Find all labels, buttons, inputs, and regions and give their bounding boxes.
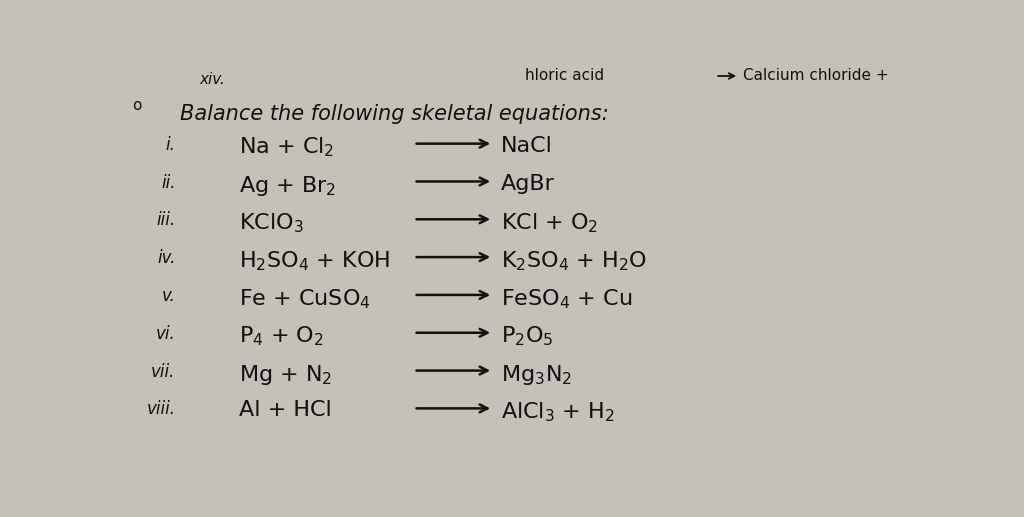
Text: AgBr: AgBr <box>501 174 555 193</box>
Text: H$_2$SO$_4$ + KOH: H$_2$SO$_4$ + KOH <box>240 249 390 273</box>
Text: viii.: viii. <box>146 401 176 418</box>
Text: P$_2$O$_5$: P$_2$O$_5$ <box>501 325 554 348</box>
Text: vii.: vii. <box>152 362 176 381</box>
Text: o: o <box>132 98 141 113</box>
Text: Ag + Br$_2$: Ag + Br$_2$ <box>240 174 336 197</box>
Text: KClO$_3$: KClO$_3$ <box>240 211 304 235</box>
Text: Fe + CuSO$_4$: Fe + CuSO$_4$ <box>240 287 371 311</box>
Text: ii.: ii. <box>161 174 176 191</box>
Text: iv.: iv. <box>158 249 176 267</box>
Text: xiv.: xiv. <box>200 72 225 87</box>
Text: P$_4$ + O$_2$: P$_4$ + O$_2$ <box>240 325 324 348</box>
Text: Calcium chloride +: Calcium chloride + <box>743 68 889 83</box>
Text: Mg$_3$N$_2$: Mg$_3$N$_2$ <box>501 362 572 387</box>
Text: AlCl$_3$ + H$_2$: AlCl$_3$ + H$_2$ <box>501 401 614 424</box>
Text: vi.: vi. <box>156 325 176 343</box>
Text: v.: v. <box>162 287 176 305</box>
Text: hloric acid: hloric acid <box>524 68 604 83</box>
Text: i.: i. <box>166 135 176 154</box>
Text: Balance the following skeletal equations:: Balance the following skeletal equations… <box>179 104 608 124</box>
Text: NaCl: NaCl <box>501 135 553 156</box>
Text: iii.: iii. <box>157 211 176 230</box>
Text: Mg + N$_2$: Mg + N$_2$ <box>240 362 333 387</box>
Text: FeSO$_4$ + Cu: FeSO$_4$ + Cu <box>501 287 632 311</box>
Text: KCl + O$_2$: KCl + O$_2$ <box>501 211 598 235</box>
Text: Na + Cl$_2$: Na + Cl$_2$ <box>240 135 335 159</box>
Text: Al + HCl: Al + HCl <box>240 401 332 420</box>
Text: K$_2$SO$_4$ + H$_2$O: K$_2$SO$_4$ + H$_2$O <box>501 249 647 273</box>
